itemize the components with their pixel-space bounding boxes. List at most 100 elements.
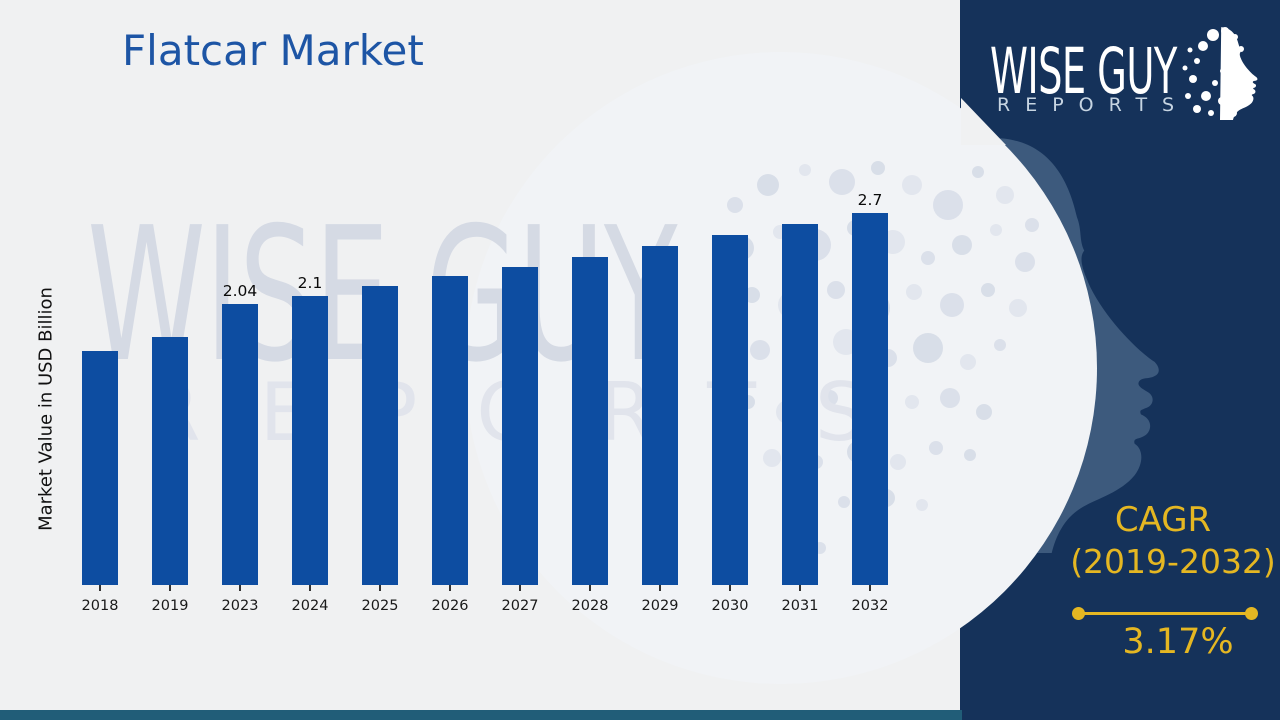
decorative-dot [727,197,743,213]
decorative-dot [871,161,885,175]
decorative-dot [1243,86,1249,92]
decorative-dot [1234,66,1244,76]
decorative-dot [1182,65,1188,71]
bar-2023 [222,304,258,585]
decorative-dot [952,235,972,255]
bar-2027 [502,267,538,585]
bar-group-2025: 2025 [345,165,415,620]
x-axis-tick-2031 [799,585,801,591]
bar-group-2024: 2.1 2024 [275,165,345,620]
cagr-line-left-dot [1072,607,1085,620]
decorative-dot [1185,93,1191,99]
bar-group-2026: 2026 [415,165,485,620]
decorative-dot [827,281,845,299]
bottom-accent-strip [0,710,962,720]
cagr-divider-line [1079,612,1251,615]
bar-2024 [292,296,328,585]
decorative-dot [1194,58,1200,64]
decorative-dot [1208,110,1214,116]
x-tick-label-2030: 2030 [711,598,749,614]
logo-wordmark: WISE GUY [990,35,1177,108]
x-tick-label-2027: 2027 [501,598,539,614]
x-axis-tick-2029 [659,585,661,591]
decorative-dot [838,496,850,508]
decorative-dot [905,395,919,409]
decorative-dot [829,169,855,195]
decorative-dot [916,499,928,511]
decorative-dot [940,388,960,408]
bar-2029 [642,246,678,585]
decorative-dot [981,283,995,297]
decorative-dot [1212,80,1218,86]
decorative-dot [750,340,770,360]
decorative-dot [1207,29,1219,41]
bar-group-2028: 2028 [555,165,625,620]
bar-group-2029: 2029 [625,165,695,620]
decorative-dot [1025,218,1039,232]
bar-2025 [362,286,398,585]
decorative-dot [933,190,963,220]
decorative-dot [1224,84,1234,94]
decorative-dot [1229,109,1237,117]
x-axis-tick-2023 [239,585,241,591]
bar-2030 [712,235,748,585]
bar-2031 [782,224,818,585]
x-tick-label-2032: 2032 [851,598,889,614]
x-axis-tick-2018 [99,585,101,591]
bar-2018 [82,351,118,585]
decorative-dot [994,339,1006,351]
page-title: Flatcar Market [122,26,424,75]
x-axis-tick-2024 [309,585,311,591]
decorative-dot [1187,47,1193,53]
x-axis-tick-2026 [449,585,451,591]
cagr-line-right-dot [1245,607,1258,620]
decorative-dot [1009,299,1027,317]
bar-value-label-2023: 2.04 [222,282,258,300]
decorative-dot [976,404,992,420]
bar-group-2023: 2.04 2023 [205,165,275,620]
bar-value-label-2024: 2.1 [297,274,323,292]
x-tick-label-2025: 2025 [361,598,399,614]
decorative-dot [902,175,922,195]
x-axis-tick-2019 [169,585,171,591]
bar-2032 [852,213,888,585]
decorative-dot [990,224,1002,236]
bar-group-2031: 2031 [765,165,835,620]
bar-2019 [152,337,188,585]
decorative-dot [964,449,976,461]
decorative-dot [1220,68,1226,74]
x-axis-tick-2025 [379,585,381,591]
logo-subtitle: REPORTS [997,94,1190,116]
decorative-dot [1198,41,1208,51]
bar-group-2027: 2027 [485,165,555,620]
decorative-dot [1015,252,1035,272]
x-tick-label-2023: 2023 [221,598,259,614]
x-tick-label-2018: 2018 [81,598,119,614]
decorative-dot [822,390,838,406]
decorative-dot [972,166,984,178]
logo-corner-notch [961,98,1006,145]
bar-group-2030: 2030 [695,165,765,620]
y-axis-label: Market Value in USD Billion [35,287,57,531]
cagr-value: 3.17% [1122,622,1234,662]
decorative-dot [1193,105,1201,113]
cagr-label: CAGR [1114,500,1212,540]
x-tick-label-2028: 2028 [571,598,609,614]
bar-value-label-2032: 2.7 [857,191,883,209]
decorative-dot [1218,97,1226,105]
decorative-dot [744,287,760,303]
decorative-dot [960,354,976,370]
decorative-dot [913,333,943,363]
decorative-dot [1221,27,1229,35]
decorative-dot [1232,34,1238,40]
decorative-dot [940,293,964,317]
decorative-dot [1189,75,1197,83]
decorative-dot [929,441,943,455]
decorative-dot [763,449,781,467]
x-axis-tick-2027 [519,585,521,591]
cagr-range: (2019-2032) [1070,542,1276,581]
bar-group-2032: 2.7 2032 [835,165,905,620]
